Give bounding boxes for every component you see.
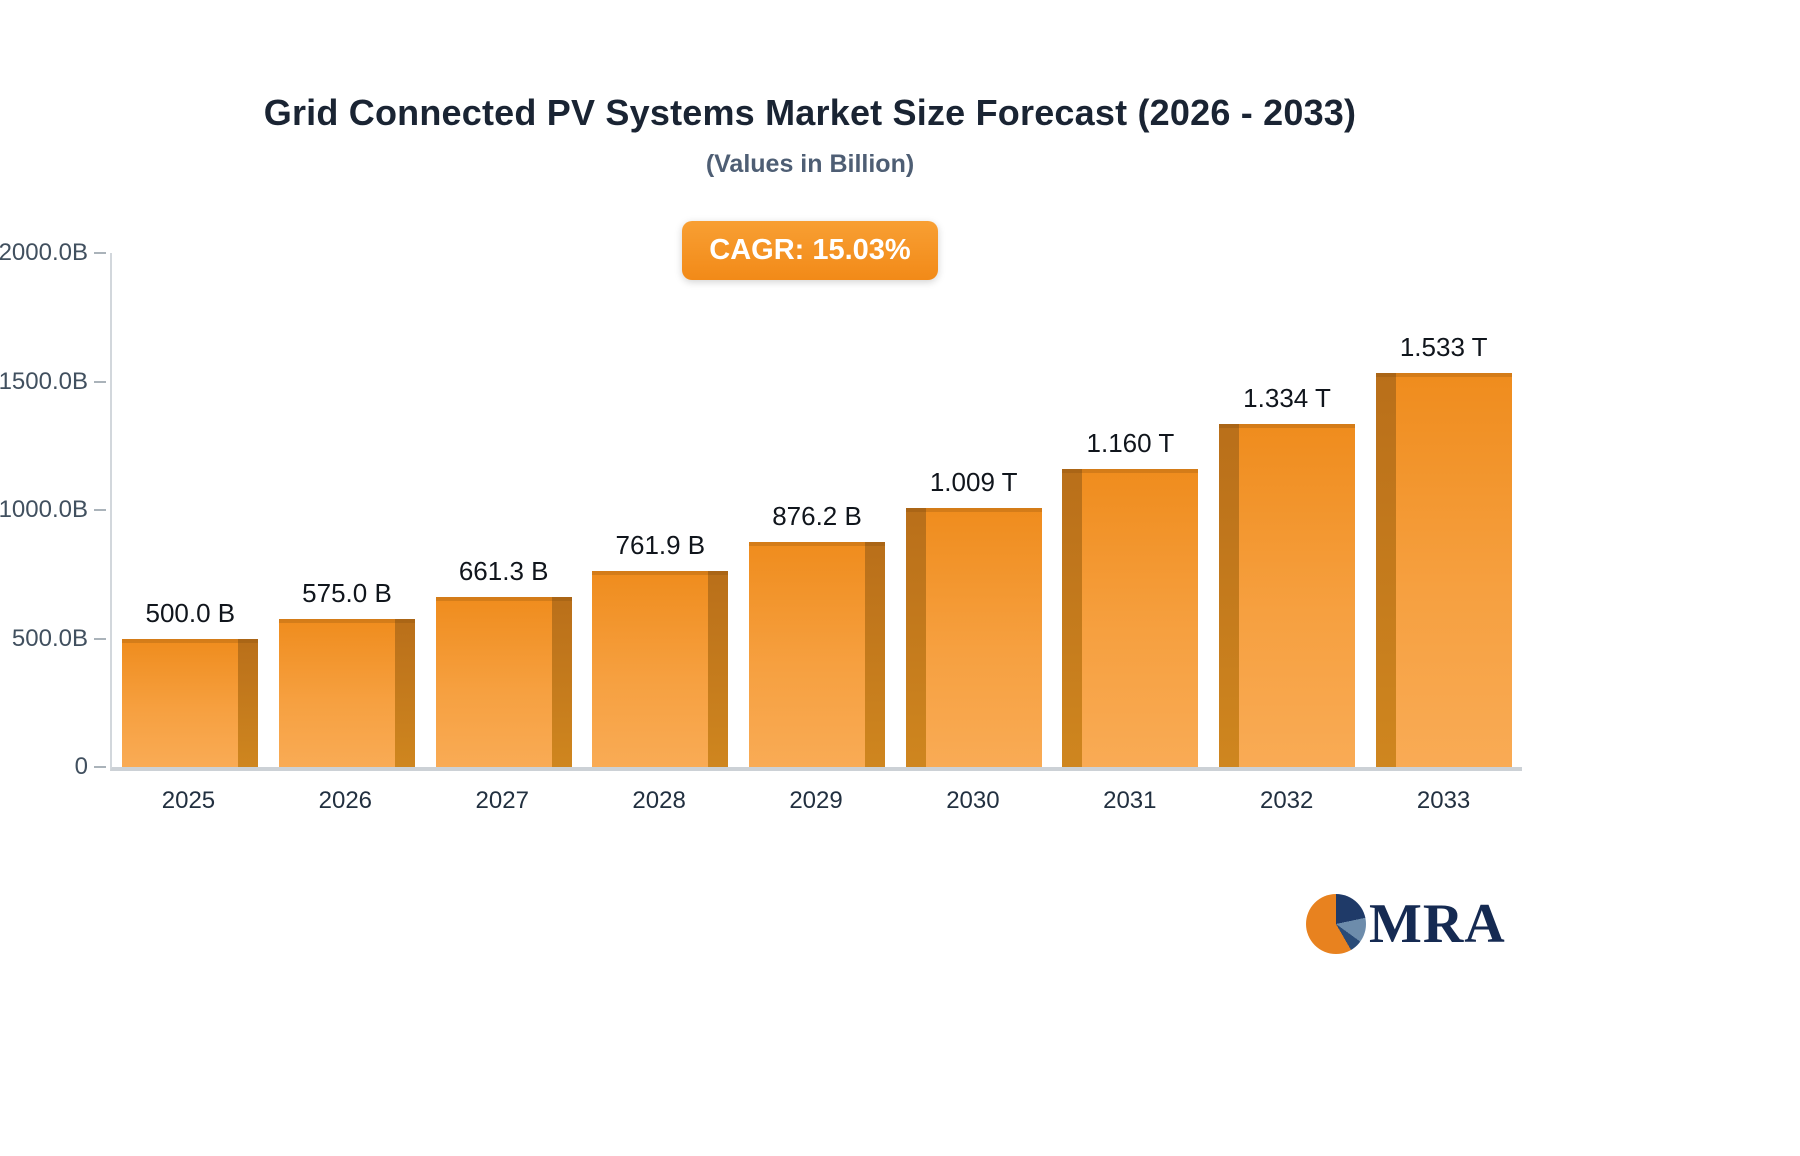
bar-value-label: 761.9 B (615, 530, 706, 561)
y-axis-tick-mark (94, 509, 106, 511)
x-axis: 2025 2026 2027 2028 2029 2030 2031 2032 2033 (110, 787, 1522, 815)
bar-2032: 1.334 T (1219, 383, 1356, 767)
bar-front-face (592, 571, 709, 767)
y-axis-tick-label: 500.0B (11, 624, 88, 652)
bar-side-face (238, 638, 259, 767)
mra-logo: MRA (1306, 894, 1506, 954)
bar-slot: 1.160 T (1052, 253, 1209, 767)
bar-slot: 761.9 B (582, 253, 739, 767)
chart-title: Grid Connected PV Systems Market Size Fo… (263, 92, 1357, 133)
y-axis-tick-mark (94, 252, 106, 254)
bar-front-face (435, 597, 552, 767)
bar-side-face (395, 619, 415, 767)
bar-front-face (1082, 468, 1199, 767)
bar-slot: 661.3 B (425, 253, 582, 767)
x-axis-label: 2031 (1103, 787, 1157, 814)
chart-subtitle: (Values in Billion) (705, 150, 915, 178)
bars-container: 500.0 B 575.0 B 661.3 B 761.9 B 876.2 B 1.009… (112, 253, 1522, 767)
mra-pie-icon (1306, 894, 1366, 954)
x-axis-label: 2025 (161, 787, 216, 814)
x-axis-label: 2033 (1416, 787, 1471, 814)
x-axis-label: 2030 (946, 787, 1000, 814)
bar-value-label: 575.0 B (302, 578, 392, 609)
bar-2030: 1.009 T (905, 467, 1042, 767)
bar-value-label: 1.334 T (1243, 383, 1331, 414)
bar-2027: 661.3 B (435, 556, 572, 767)
bar-2026: 575.0 B (279, 578, 415, 767)
bar-side-face (865, 541, 886, 767)
x-axis-label: 2029 (789, 787, 843, 814)
bar-slot: 575.0 B (269, 253, 426, 767)
x-axis-label: 2026 (318, 787, 373, 814)
bar-side-face (1219, 424, 1240, 767)
bar-front-face (122, 638, 239, 767)
bar-slot: 1.334 T (1209, 253, 1366, 767)
bar-value-label: 1.009 T (929, 466, 1018, 497)
bar-value-label: 1.533 T (1399, 332, 1488, 363)
y-axis-tick-label: 1000.0B (0, 496, 88, 523)
bar-value-label: 661.3 B (458, 556, 549, 587)
x-axis-label: 2032 (1259, 787, 1314, 814)
bar-2029: 876.2 B (749, 501, 886, 767)
bar-front-face (1395, 373, 1512, 767)
y-axis-tick-mark (94, 380, 106, 383)
bar-2031: 1.160 T (1062, 428, 1199, 767)
bar-side-face (905, 507, 926, 767)
x-axis-label: 2028 (632, 787, 686, 814)
bar-2025: 500.0 B (122, 598, 259, 767)
bar-front-face (749, 541, 866, 767)
bar-side-face (708, 571, 729, 767)
bar-slot: 876.2 B (739, 253, 896, 767)
y-axis-tick-label: 0 (74, 753, 88, 780)
bar-side-face (1062, 468, 1083, 767)
y-axis-tick-label: 2000.0B (0, 239, 88, 266)
bar-2033: 1.533 T (1375, 332, 1512, 767)
plot-area: 500.0 B 575.0 B 661.3 B 761.9 B 876.2 B 1.009… (0, 239, 1522, 780)
bar-value-label: 1.160 T (1086, 427, 1175, 458)
bar-side-face (1375, 373, 1396, 767)
bar-front-face (279, 619, 395, 767)
y-axis-tick-mark (94, 766, 106, 768)
bar-front-face (1239, 424, 1356, 767)
y-axis-tick-label: 1500.0B (0, 367, 88, 395)
bar-slot: 1.009 T (895, 253, 1052, 767)
mra-logo-text: MRA (1369, 893, 1506, 955)
chart-header: Grid Connected PV Systems Market Size Fo… (0, 92, 1620, 280)
y-axis-tick-mark (94, 637, 106, 640)
x-axis-label: 2027 (475, 787, 529, 814)
bar-side-face (551, 597, 572, 767)
bar-slot: 500.0 B (112, 253, 269, 767)
bar-front-face (925, 507, 1042, 767)
bar-2028: 761.9 B (592, 530, 729, 767)
bar-slot: 1.533 T (1365, 253, 1522, 767)
bar-value-label: 876.2 B (772, 500, 862, 531)
bar-value-label: 500.0 B (145, 597, 236, 628)
cagr-badge: CAGR: 15.03% (682, 221, 938, 280)
